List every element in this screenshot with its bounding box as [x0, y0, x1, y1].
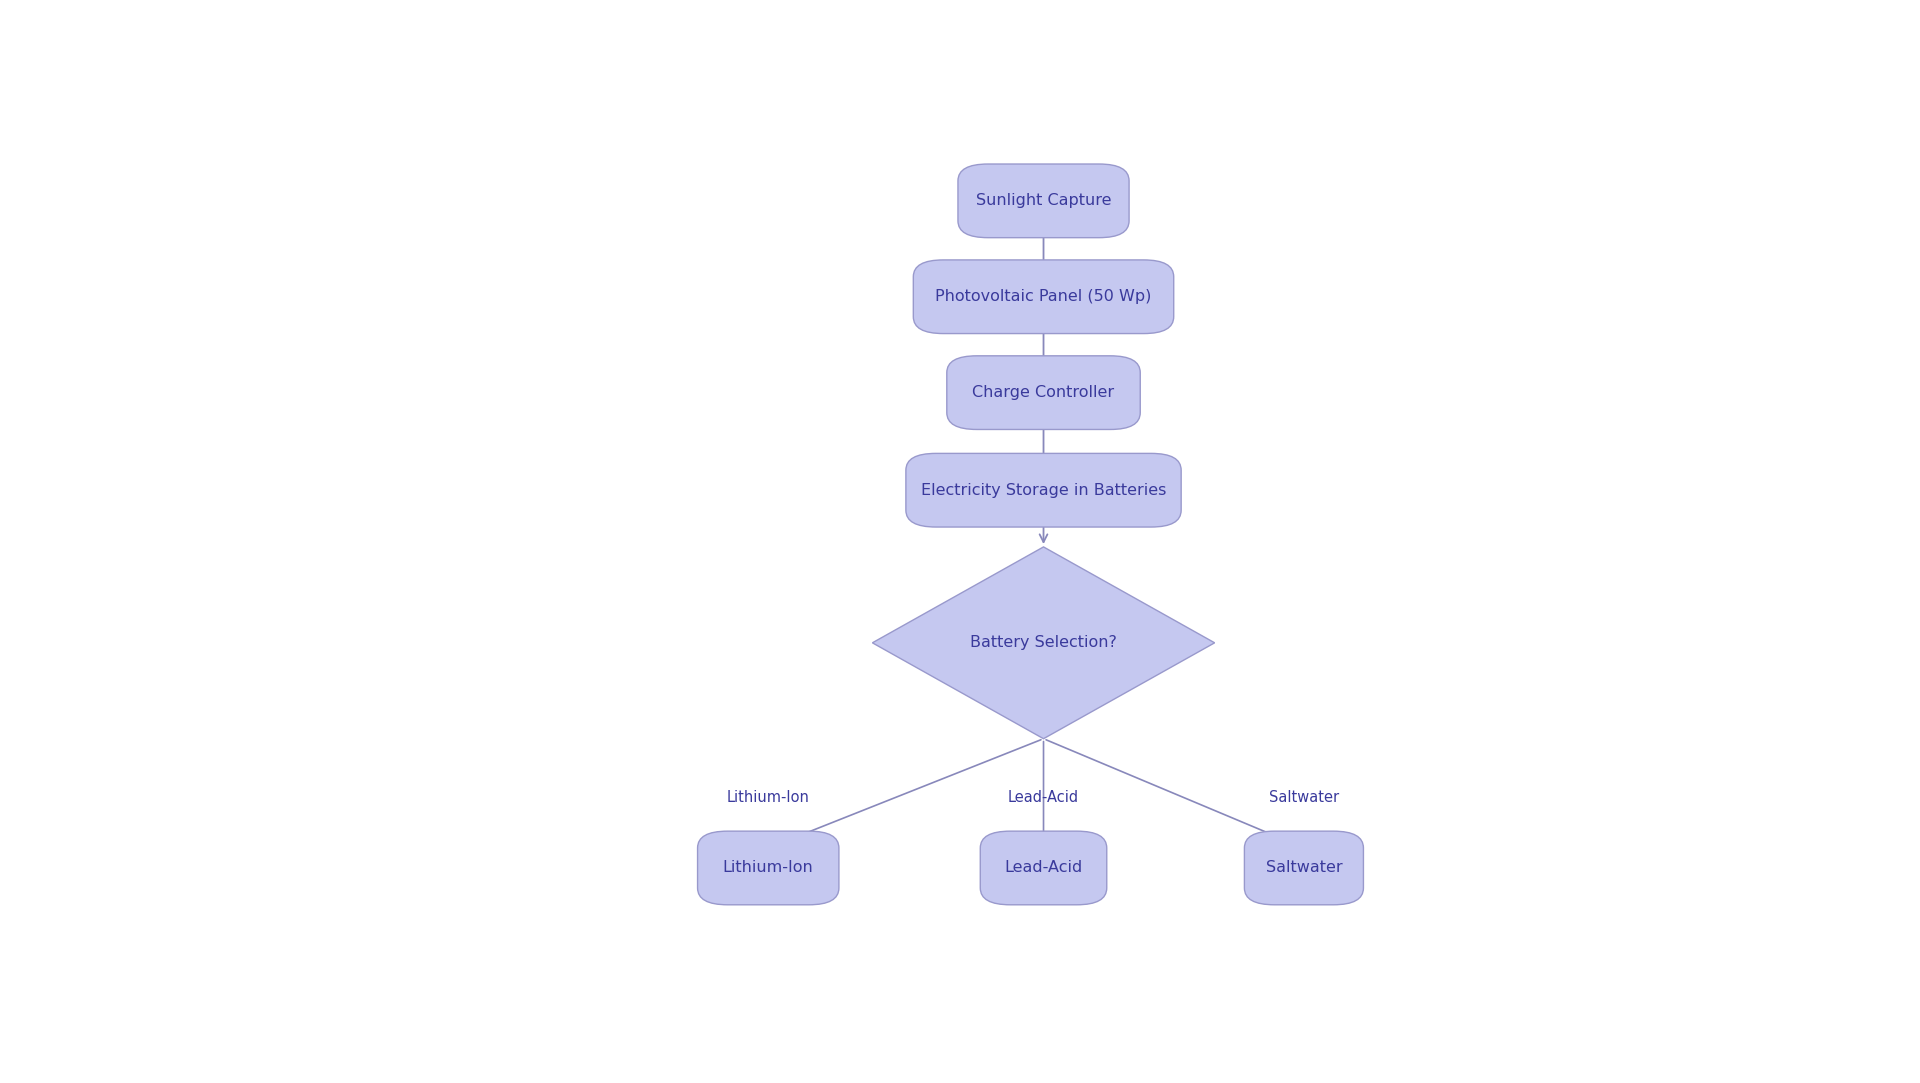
Text: Charge Controller: Charge Controller — [972, 386, 1116, 400]
Text: Sunlight Capture: Sunlight Capture — [975, 194, 1112, 208]
FancyBboxPatch shape — [947, 356, 1140, 430]
Text: Photovoltaic Panel (50 Wp): Photovoltaic Panel (50 Wp) — [935, 289, 1152, 304]
Text: Lead-Acid: Lead-Acid — [1008, 790, 1079, 805]
Text: Electricity Storage in Batteries: Electricity Storage in Batteries — [922, 483, 1165, 498]
FancyBboxPatch shape — [697, 831, 839, 904]
Text: Lithium-Ion: Lithium-Ion — [728, 790, 810, 805]
Text: Lead-Acid: Lead-Acid — [1004, 861, 1083, 875]
FancyBboxPatch shape — [981, 831, 1106, 904]
Polygon shape — [872, 547, 1215, 739]
FancyBboxPatch shape — [1244, 831, 1363, 904]
Text: Saltwater: Saltwater — [1269, 790, 1338, 805]
Text: Lithium-Ion: Lithium-Ion — [722, 861, 814, 875]
FancyBboxPatch shape — [906, 454, 1181, 527]
FancyBboxPatch shape — [914, 260, 1173, 334]
Text: Saltwater: Saltwater — [1265, 861, 1342, 875]
Text: Battery Selection?: Battery Selection? — [970, 636, 1117, 650]
FancyBboxPatch shape — [958, 164, 1129, 237]
